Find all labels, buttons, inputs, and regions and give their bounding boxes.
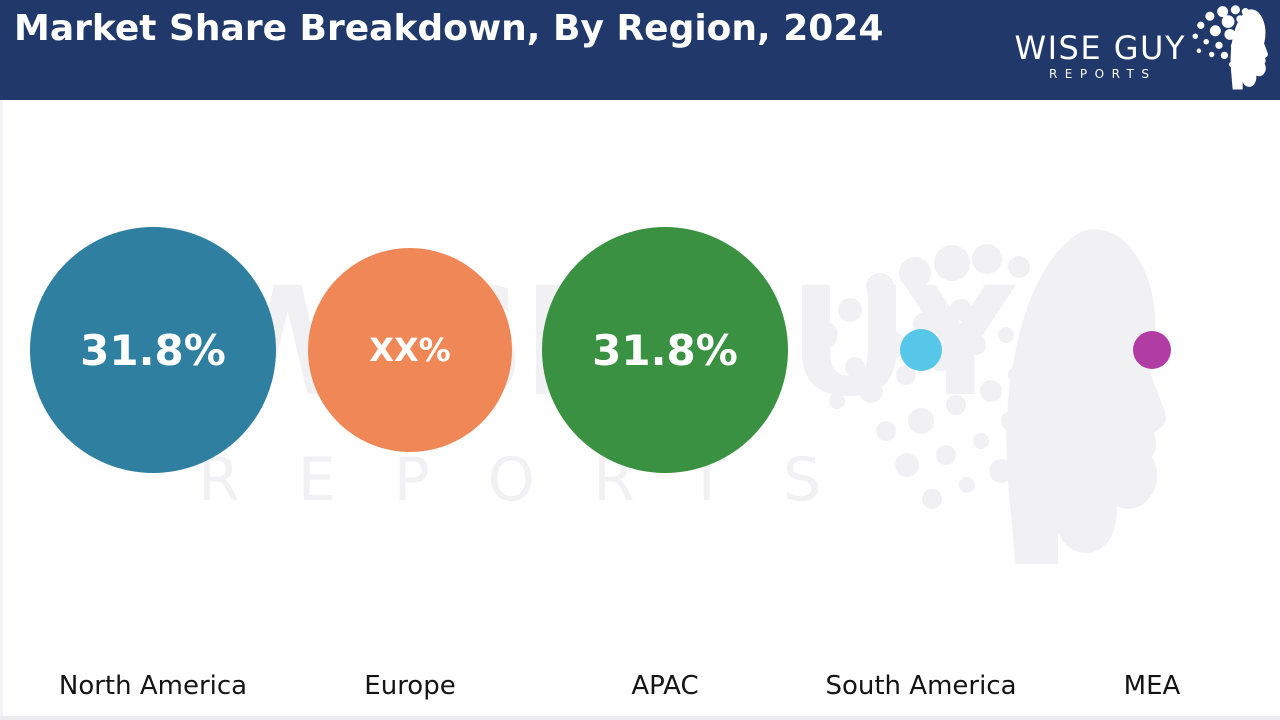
bubble-value-label: XX% [369, 331, 451, 369]
bubble-value-label: 31.8% [80, 325, 226, 375]
watermark-text-reports: REPORTS [198, 445, 880, 515]
canvas-bottom-border [0, 716, 1280, 720]
bubble-value-label: 31.8% [592, 325, 738, 375]
bubble-apac: 31.8% [542, 227, 788, 473]
bubble-north-america: 31.8% [30, 227, 276, 473]
category-label-europe: Europe [364, 671, 456, 701]
category-label-south-america: South America [825, 671, 1017, 701]
bubble-mea [1133, 331, 1171, 369]
category-label-north-america: North America [58, 671, 248, 701]
watermark-face-profile-dots-icon [812, 229, 1167, 565]
category-label-apac: APAC [631, 671, 699, 701]
header: Market Share Breakdown, By Region, 2024 … [0, 0, 1280, 100]
bubble-europe: XX% [308, 248, 512, 452]
wise-guy-reports-logo: WISE GUY REPORTS [1014, 4, 1270, 94]
bubble-south-america [900, 329, 942, 371]
logo-subtitle: REPORTS [1048, 66, 1157, 81]
canvas-left-border [0, 100, 3, 716]
logo-wordmark: WISE GUY [1014, 28, 1186, 67]
category-label-mea: MEA [1123, 671, 1181, 701]
logo-text: WISE GUY REPORTS [1014, 32, 1186, 81]
page-title: Market Share Breakdown, By Region, 2024 [14, 8, 884, 49]
face-profile-dots-icon [1192, 5, 1268, 90]
